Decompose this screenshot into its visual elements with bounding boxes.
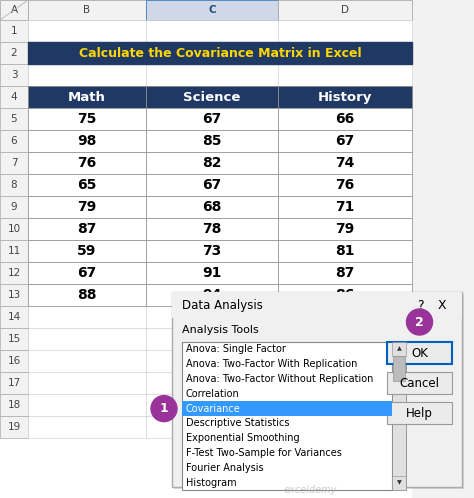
- FancyBboxPatch shape: [28, 262, 146, 284]
- FancyBboxPatch shape: [0, 240, 28, 262]
- FancyBboxPatch shape: [28, 394, 146, 416]
- Text: ?: ?: [417, 298, 423, 312]
- Text: 4: 4: [11, 92, 18, 102]
- FancyBboxPatch shape: [278, 42, 412, 64]
- Text: 73: 73: [202, 244, 222, 258]
- Text: Data Analysis: Data Analysis: [182, 298, 263, 312]
- FancyBboxPatch shape: [0, 42, 28, 64]
- Text: 76: 76: [77, 156, 97, 170]
- FancyBboxPatch shape: [393, 356, 405, 381]
- FancyBboxPatch shape: [0, 394, 28, 416]
- FancyBboxPatch shape: [146, 108, 278, 130]
- Text: 18: 18: [8, 400, 21, 410]
- FancyBboxPatch shape: [0, 284, 28, 306]
- FancyBboxPatch shape: [28, 174, 146, 196]
- FancyBboxPatch shape: [278, 284, 412, 306]
- Text: 14: 14: [8, 312, 21, 322]
- FancyBboxPatch shape: [146, 262, 278, 284]
- FancyBboxPatch shape: [146, 130, 278, 152]
- Text: 3: 3: [11, 70, 18, 80]
- Circle shape: [151, 395, 177, 422]
- Text: Math: Math: [68, 91, 106, 104]
- FancyBboxPatch shape: [146, 416, 278, 438]
- FancyBboxPatch shape: [182, 342, 392, 490]
- FancyBboxPatch shape: [28, 86, 146, 108]
- Text: Anova: Single Factor: Anova: Single Factor: [186, 345, 286, 355]
- FancyBboxPatch shape: [146, 64, 278, 86]
- FancyBboxPatch shape: [278, 284, 412, 306]
- Text: 85: 85: [202, 134, 222, 148]
- FancyBboxPatch shape: [28, 196, 146, 218]
- FancyBboxPatch shape: [278, 130, 412, 152]
- FancyBboxPatch shape: [412, 0, 474, 498]
- FancyBboxPatch shape: [28, 284, 146, 306]
- FancyBboxPatch shape: [146, 152, 278, 174]
- FancyBboxPatch shape: [146, 152, 278, 174]
- FancyBboxPatch shape: [0, 130, 28, 152]
- FancyBboxPatch shape: [146, 174, 278, 196]
- FancyBboxPatch shape: [0, 350, 28, 372]
- FancyBboxPatch shape: [387, 372, 452, 394]
- Text: 5: 5: [11, 114, 18, 124]
- Text: 1: 1: [160, 402, 168, 415]
- FancyBboxPatch shape: [146, 240, 278, 262]
- Text: 79: 79: [336, 222, 355, 236]
- FancyBboxPatch shape: [28, 130, 146, 152]
- FancyBboxPatch shape: [278, 394, 412, 416]
- Text: 9: 9: [11, 202, 18, 212]
- Text: 94: 94: [202, 288, 222, 302]
- Text: 67: 67: [202, 112, 222, 126]
- Text: Descriptive Statistics: Descriptive Statistics: [186, 418, 290, 428]
- Text: Analysis Tools: Analysis Tools: [182, 325, 259, 335]
- FancyBboxPatch shape: [28, 42, 146, 64]
- FancyBboxPatch shape: [0, 20, 28, 42]
- FancyBboxPatch shape: [28, 218, 146, 240]
- Text: 2: 2: [415, 316, 424, 329]
- Text: ▲: ▲: [397, 347, 401, 352]
- Text: F-Test Two-Sample for Variances: F-Test Two-Sample for Variances: [186, 448, 342, 458]
- FancyBboxPatch shape: [278, 196, 412, 218]
- FancyBboxPatch shape: [182, 401, 392, 416]
- FancyBboxPatch shape: [146, 108, 278, 130]
- FancyBboxPatch shape: [278, 130, 412, 152]
- Text: 98: 98: [77, 134, 97, 148]
- Text: Exponential Smoothing: Exponential Smoothing: [186, 433, 300, 443]
- FancyBboxPatch shape: [146, 372, 278, 394]
- FancyBboxPatch shape: [28, 372, 146, 394]
- Text: 17: 17: [8, 378, 21, 388]
- Text: C: C: [208, 5, 216, 15]
- FancyBboxPatch shape: [146, 86, 278, 108]
- Text: Calculate the Covariance Matrix in Excel: Calculate the Covariance Matrix in Excel: [79, 46, 361, 59]
- Text: 1: 1: [11, 26, 18, 36]
- FancyBboxPatch shape: [28, 218, 146, 240]
- FancyBboxPatch shape: [28, 262, 146, 284]
- Text: A: A: [10, 5, 18, 15]
- Text: X: X: [438, 298, 447, 312]
- Text: Help: Help: [406, 406, 433, 419]
- Text: 91: 91: [202, 266, 222, 280]
- Text: 19: 19: [8, 422, 21, 432]
- Text: 86: 86: [335, 288, 355, 302]
- Text: 13: 13: [8, 290, 21, 300]
- FancyBboxPatch shape: [278, 152, 412, 174]
- FancyBboxPatch shape: [278, 372, 412, 394]
- FancyBboxPatch shape: [0, 174, 28, 196]
- Text: 11: 11: [8, 246, 21, 256]
- Text: 12: 12: [8, 268, 21, 278]
- FancyBboxPatch shape: [146, 350, 278, 372]
- FancyBboxPatch shape: [28, 306, 146, 328]
- FancyBboxPatch shape: [278, 262, 412, 284]
- Text: OK: OK: [411, 347, 428, 360]
- Text: 78: 78: [202, 222, 222, 236]
- FancyBboxPatch shape: [146, 0, 278, 20]
- Text: Correlation: Correlation: [186, 389, 240, 399]
- FancyBboxPatch shape: [0, 152, 28, 174]
- FancyBboxPatch shape: [278, 218, 412, 240]
- FancyBboxPatch shape: [278, 86, 412, 108]
- FancyBboxPatch shape: [278, 240, 412, 262]
- FancyBboxPatch shape: [146, 42, 278, 64]
- Text: 81: 81: [335, 244, 355, 258]
- FancyBboxPatch shape: [0, 218, 28, 240]
- Text: 67: 67: [202, 178, 222, 192]
